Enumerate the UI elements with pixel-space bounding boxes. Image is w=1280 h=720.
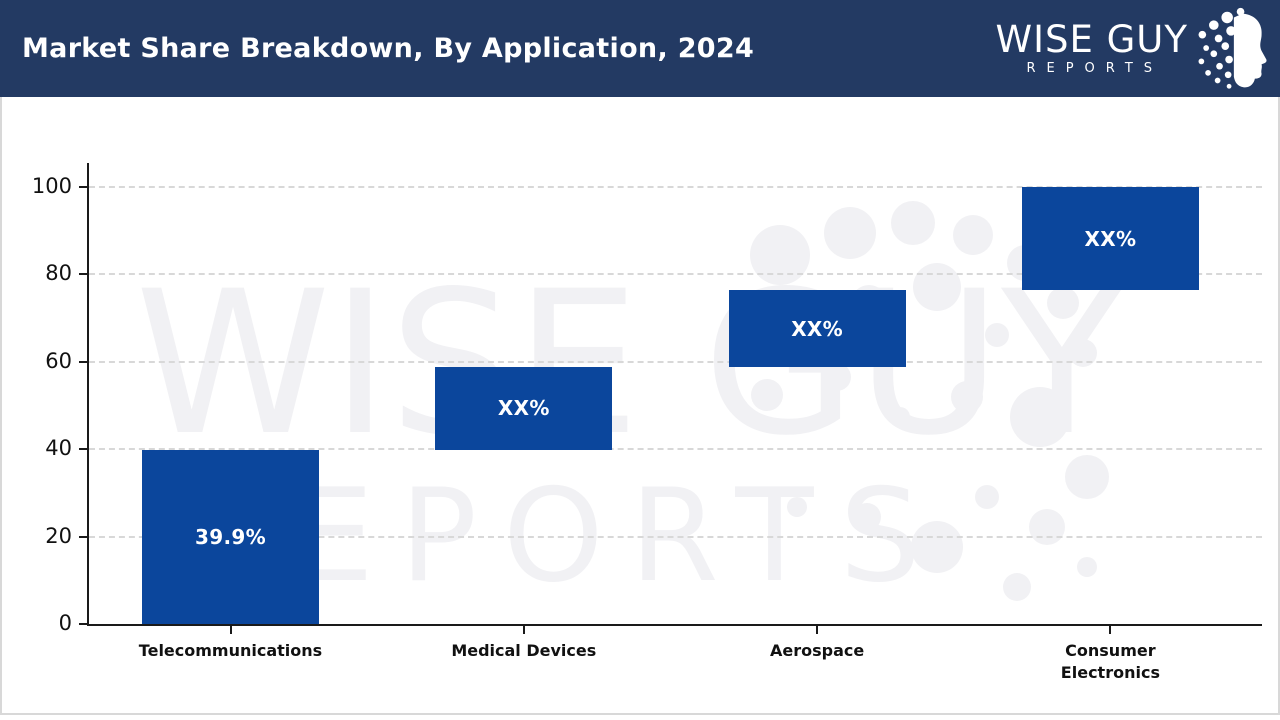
y-tick-label: 20 xyxy=(45,523,72,548)
bar-medical-devices: XX% xyxy=(435,367,613,450)
x-tick-label: Telecommunications xyxy=(138,641,323,660)
bar-value-label: XX% xyxy=(1084,226,1137,251)
frame-right-edge xyxy=(1278,97,1280,715)
y-tick-mark xyxy=(79,623,88,625)
y-tick-mark xyxy=(79,535,88,538)
x-tick-mark xyxy=(1109,626,1112,634)
gridline-y-80 xyxy=(89,273,1262,276)
gridline-y-20 xyxy=(89,535,1262,538)
x-axis-line xyxy=(87,624,1262,626)
logo-brand-subtitle: REPORTS xyxy=(1026,61,1164,76)
wiseguy-face-icon xyxy=(1198,7,1267,89)
page-title: Market Share Breakdown, By Application, … xyxy=(22,33,755,64)
bar-aerospace: XX% xyxy=(728,290,906,368)
logo-text: WISE GUY REPORTS xyxy=(996,21,1188,76)
gridline-y-40 xyxy=(89,448,1262,451)
wiseguy-logo: WISE GUY REPORTS xyxy=(996,6,1270,92)
y-tick-label: 0 xyxy=(58,611,72,635)
frame-left-edge xyxy=(0,97,2,715)
y-tick-mark xyxy=(79,186,88,188)
logo-brand-name: WISE GUY xyxy=(995,18,1188,61)
bar-value-label: XX% xyxy=(791,316,843,341)
x-tick-mark xyxy=(816,626,819,634)
header: Market Share Breakdown, By Application, … xyxy=(0,0,1280,97)
y-tick-label: 80 xyxy=(45,261,72,286)
y-axis-line xyxy=(87,163,89,626)
x-tick-label: Consumer Electronics xyxy=(1060,641,1160,682)
x-tick-mark xyxy=(229,626,232,634)
y-tick-label: 60 xyxy=(45,348,72,373)
bar-value-label: 39.9% xyxy=(195,524,266,549)
y-tick-mark xyxy=(79,360,88,363)
x-tick-label: Aerospace xyxy=(769,641,865,660)
y-tick-mark xyxy=(79,273,88,276)
y-tick-label: 100 xyxy=(31,174,72,198)
frame-bottom-edge xyxy=(0,713,1280,715)
gridline-y-100 xyxy=(89,186,1262,188)
bar-value-label: XX% xyxy=(497,396,550,421)
y-tick-mark xyxy=(79,448,88,451)
x-tick-label: Medical Devices xyxy=(451,641,597,660)
bar-consumer-electronics: XX% xyxy=(1021,187,1199,291)
x-tick-mark xyxy=(522,626,525,634)
y-tick-label: 40 xyxy=(45,436,72,461)
bar-telecommunications: 39.9% xyxy=(142,449,319,624)
gridline-y-60 xyxy=(89,360,1262,363)
